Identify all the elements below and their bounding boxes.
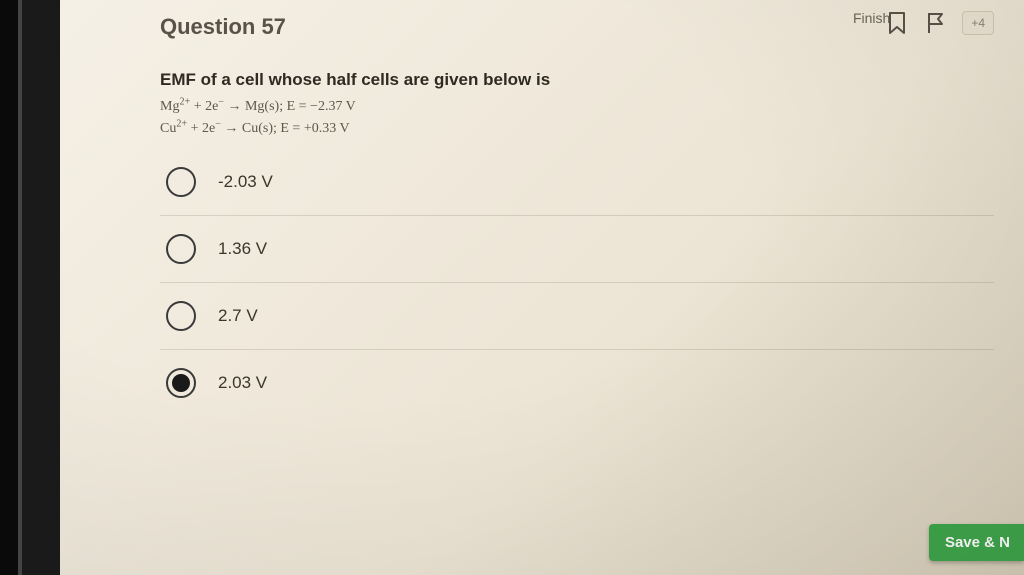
radio-icon[interactable] <box>166 301 196 331</box>
device-bezel-left <box>0 0 18 575</box>
flag-icon[interactable] <box>924 10 946 36</box>
option-row[interactable]: -2.03 V <box>160 159 994 216</box>
quiz-page: Question 57 Finish +4 EMF <box>60 0 1024 575</box>
option-row[interactable]: 2.7 V <box>160 283 994 350</box>
finish-label: Finish <box>853 10 890 26</box>
radio-icon[interactable] <box>166 234 196 264</box>
save-next-button[interactable]: Save & N <box>929 524 1024 561</box>
option-row[interactable]: 1.36 V <box>160 216 994 283</box>
equation-2: Cu2+ + 2e− → Cu(s); E = +0.33 V <box>160 118 994 140</box>
screen-frame: Question 57 Finish +4 EMF <box>18 0 1024 575</box>
option-label: 2.7 V <box>218 306 258 326</box>
question-number: Question 57 <box>160 14 286 40</box>
header-actions: Finish +4 <box>853 10 994 36</box>
question-stem: EMF of a cell whose half cells are given… <box>160 70 994 90</box>
half-cell-equations: Mg2+ + 2e− → Mg(s); E = −2.37 V Cu2+ + 2… <box>160 96 994 141</box>
radio-icon[interactable] <box>166 167 196 197</box>
stem-text: EMF of a cell whose half cells are given… <box>160 70 550 89</box>
option-label: 1.36 V <box>218 239 267 259</box>
question-header: Question 57 Finish +4 <box>60 0 1024 40</box>
options-list: -2.03 V 1.36 V 2.7 V 2.03 V <box>160 159 994 416</box>
option-label: 2.03 V <box>218 373 267 393</box>
question-body: EMF of a cell whose half cells are given… <box>60 40 1024 416</box>
equation-1: Mg2+ + 2e− → Mg(s); E = −2.37 V <box>160 96 994 118</box>
option-row[interactable]: 2.03 V <box>160 350 994 416</box>
bookmark-icon[interactable] <box>886 10 908 36</box>
marks-badge: +4 <box>962 11 994 35</box>
option-label: -2.03 V <box>218 172 273 192</box>
radio-icon[interactable] <box>166 368 196 398</box>
